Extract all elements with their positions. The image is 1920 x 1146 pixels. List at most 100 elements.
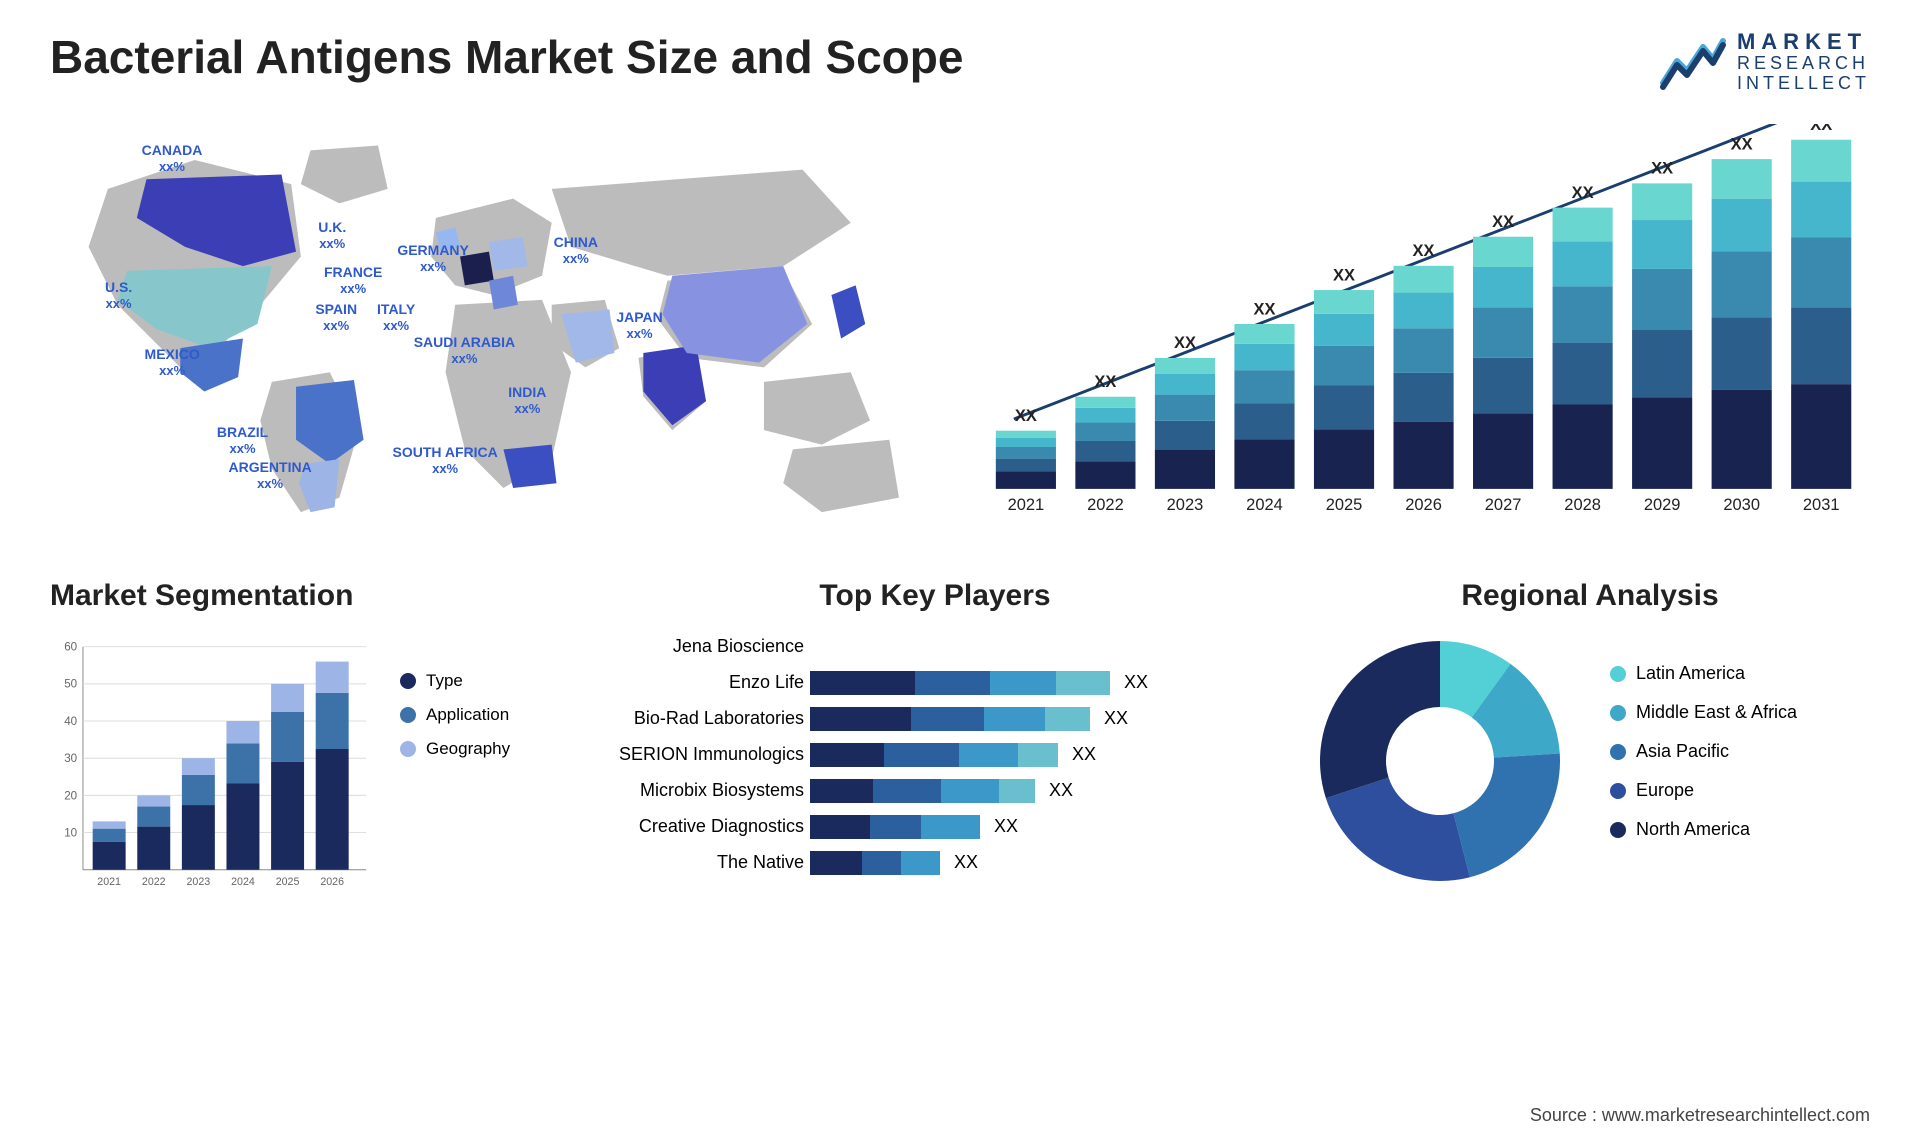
map-country-label: SOUTH AFRICAxx%	[392, 444, 497, 476]
regional-panel: Regional Analysis Latin America Middle Ea…	[1310, 579, 1870, 899]
svg-text:2025: 2025	[1326, 496, 1363, 514]
svg-text:XX: XX	[1811, 124, 1833, 134]
svg-text:2022: 2022	[1087, 496, 1124, 514]
regional-legend-item: North America	[1610, 819, 1870, 840]
map-country-label: CANADAxx%	[142, 142, 203, 174]
segmentation-title: Market Segmentation	[50, 579, 560, 613]
players-chart: Jena Bioscience Enzo Life XX Bio-Rad Labora…	[605, 631, 1265, 879]
player-value: XX	[1049, 780, 1073, 801]
player-name: Enzo Life	[605, 672, 810, 693]
player-name: Bio-Rad Laboratories	[605, 708, 810, 729]
map-country-label: ARGENTINAxx%	[228, 459, 311, 491]
player-row: Creative Diagnostics XX	[605, 811, 1265, 843]
svg-text:2023: 2023	[1167, 496, 1204, 514]
player-value: XX	[1104, 708, 1128, 729]
logo-line-2: RESEARCH	[1737, 54, 1870, 74]
segmentation-chart: 10 20 30 40 50 60 2021 2022 2023 2024 2025 2026	[50, 631, 370, 899]
player-name: Creative Diagnostics	[605, 816, 810, 837]
map-country-label: U.K.xx%	[318, 219, 346, 251]
svg-text:2022: 2022	[142, 876, 166, 888]
svg-text:30: 30	[64, 752, 77, 765]
svg-text:40: 40	[64, 715, 77, 728]
world-map-region: CANADAxx% U.S.xx% MEXICOxx% BRAZILxx%ARGENT…	[50, 124, 918, 524]
regional-donut	[1310, 631, 1570, 891]
player-name: The Native	[605, 852, 810, 873]
logo-line-1: MARKET	[1737, 30, 1870, 54]
map-country-label: INDIAxx%	[508, 384, 546, 416]
logo-line-3: INTELLECT	[1737, 74, 1870, 94]
svg-text:2026: 2026	[1406, 496, 1443, 514]
growth-bar-chart: XX 2021 XX 2022 XX 2023 XX 2024 XX 2025 XX 2026 XX 20…	[958, 124, 1870, 524]
segmentation-legend: Type Application Geography	[400, 631, 560, 899]
player-bar	[810, 779, 1035, 803]
players-panel: Top Key Players Jena Bioscience Enzo Life…	[605, 579, 1265, 899]
svg-text:2027: 2027	[1485, 496, 1522, 514]
map-country-label: BRAZILxx%	[217, 424, 268, 456]
svg-text:2021: 2021	[97, 876, 121, 888]
player-bar	[810, 851, 940, 875]
player-row: Jena Bioscience	[605, 631, 1265, 663]
svg-text:2023: 2023	[187, 876, 211, 888]
player-name: SERION Immunologics	[605, 744, 810, 765]
player-bar	[810, 743, 1058, 767]
player-bar	[810, 815, 980, 839]
player-row: Microbix Biosystems XX	[605, 775, 1265, 807]
map-country-label: SAUDI ARABIAxx%	[414, 334, 515, 366]
svg-text:XX: XX	[1572, 184, 1594, 202]
player-value: XX	[994, 816, 1018, 837]
map-country-label: U.S.xx%	[105, 279, 132, 311]
svg-text:20: 20	[64, 789, 77, 802]
regional-title: Regional Analysis	[1310, 579, 1870, 613]
regional-legend: Latin America Middle East & Africa Asia Pa…	[1610, 663, 1870, 858]
player-value: XX	[954, 852, 978, 873]
svg-text:2026: 2026	[320, 876, 344, 888]
svg-text:2024: 2024	[231, 876, 255, 888]
svg-text:2030: 2030	[1724, 496, 1761, 514]
svg-text:2021: 2021	[1008, 496, 1045, 514]
player-name: Jena Bioscience	[605, 636, 810, 657]
map-country-label: JAPANxx%	[616, 309, 662, 341]
svg-text:XX: XX	[1174, 334, 1196, 352]
regional-legend-item: Europe	[1610, 780, 1870, 801]
map-country-label: ITALYxx%	[377, 301, 415, 333]
player-row: Enzo Life XX	[605, 667, 1265, 699]
svg-text:2028: 2028	[1565, 496, 1602, 514]
logo-icon	[1659, 33, 1727, 91]
map-country-label: MEXICOxx%	[145, 346, 200, 378]
svg-text:2029: 2029	[1644, 496, 1681, 514]
segmentation-panel: Market Segmentation 10 20 30 40 50 60 2021 2022…	[50, 579, 560, 899]
svg-text:XX: XX	[1492, 213, 1514, 231]
regional-legend-item: Middle East & Africa	[1610, 702, 1870, 723]
svg-text:50: 50	[64, 678, 77, 691]
player-row: The Native XX	[605, 847, 1265, 879]
svg-text:2031: 2031	[1803, 496, 1840, 514]
map-country-label: GERMANYxx%	[397, 242, 469, 274]
svg-text:2024: 2024	[1246, 496, 1283, 514]
svg-text:2025: 2025	[276, 876, 300, 888]
source-text: Source : www.marketresearchintellect.com	[1530, 1105, 1870, 1126]
player-row: SERION Immunologics XX	[605, 739, 1265, 771]
segmentation-legend-item: Geography	[400, 739, 560, 759]
svg-text:XX: XX	[1333, 266, 1355, 284]
svg-text:XX: XX	[1254, 300, 1276, 318]
players-title: Top Key Players	[605, 579, 1265, 613]
segmentation-legend-item: Application	[400, 705, 560, 725]
player-bar	[810, 707, 1090, 731]
player-value: XX	[1124, 672, 1148, 693]
segmentation-legend-item: Type	[400, 671, 560, 691]
regional-legend-item: Asia Pacific	[1610, 741, 1870, 762]
map-country-label: FRANCExx%	[324, 264, 382, 296]
page-title: Bacterial Antigens Market Size and Scope	[50, 30, 963, 84]
svg-text:60: 60	[64, 640, 77, 653]
map-country-label: SPAINxx%	[315, 301, 357, 333]
player-name: Microbix Biosystems	[605, 780, 810, 801]
svg-text:XX: XX	[1095, 373, 1117, 391]
map-country-label: CHINAxx%	[554, 234, 598, 266]
svg-text:XX: XX	[1015, 407, 1037, 425]
brand-logo: MARKET RESEARCH INTELLECT	[1659, 30, 1870, 94]
player-value: XX	[1072, 744, 1096, 765]
svg-text:10: 10	[64, 826, 77, 839]
player-bar	[810, 671, 1110, 695]
regional-legend-item: Latin America	[1610, 663, 1870, 684]
svg-text:XX: XX	[1651, 159, 1673, 177]
